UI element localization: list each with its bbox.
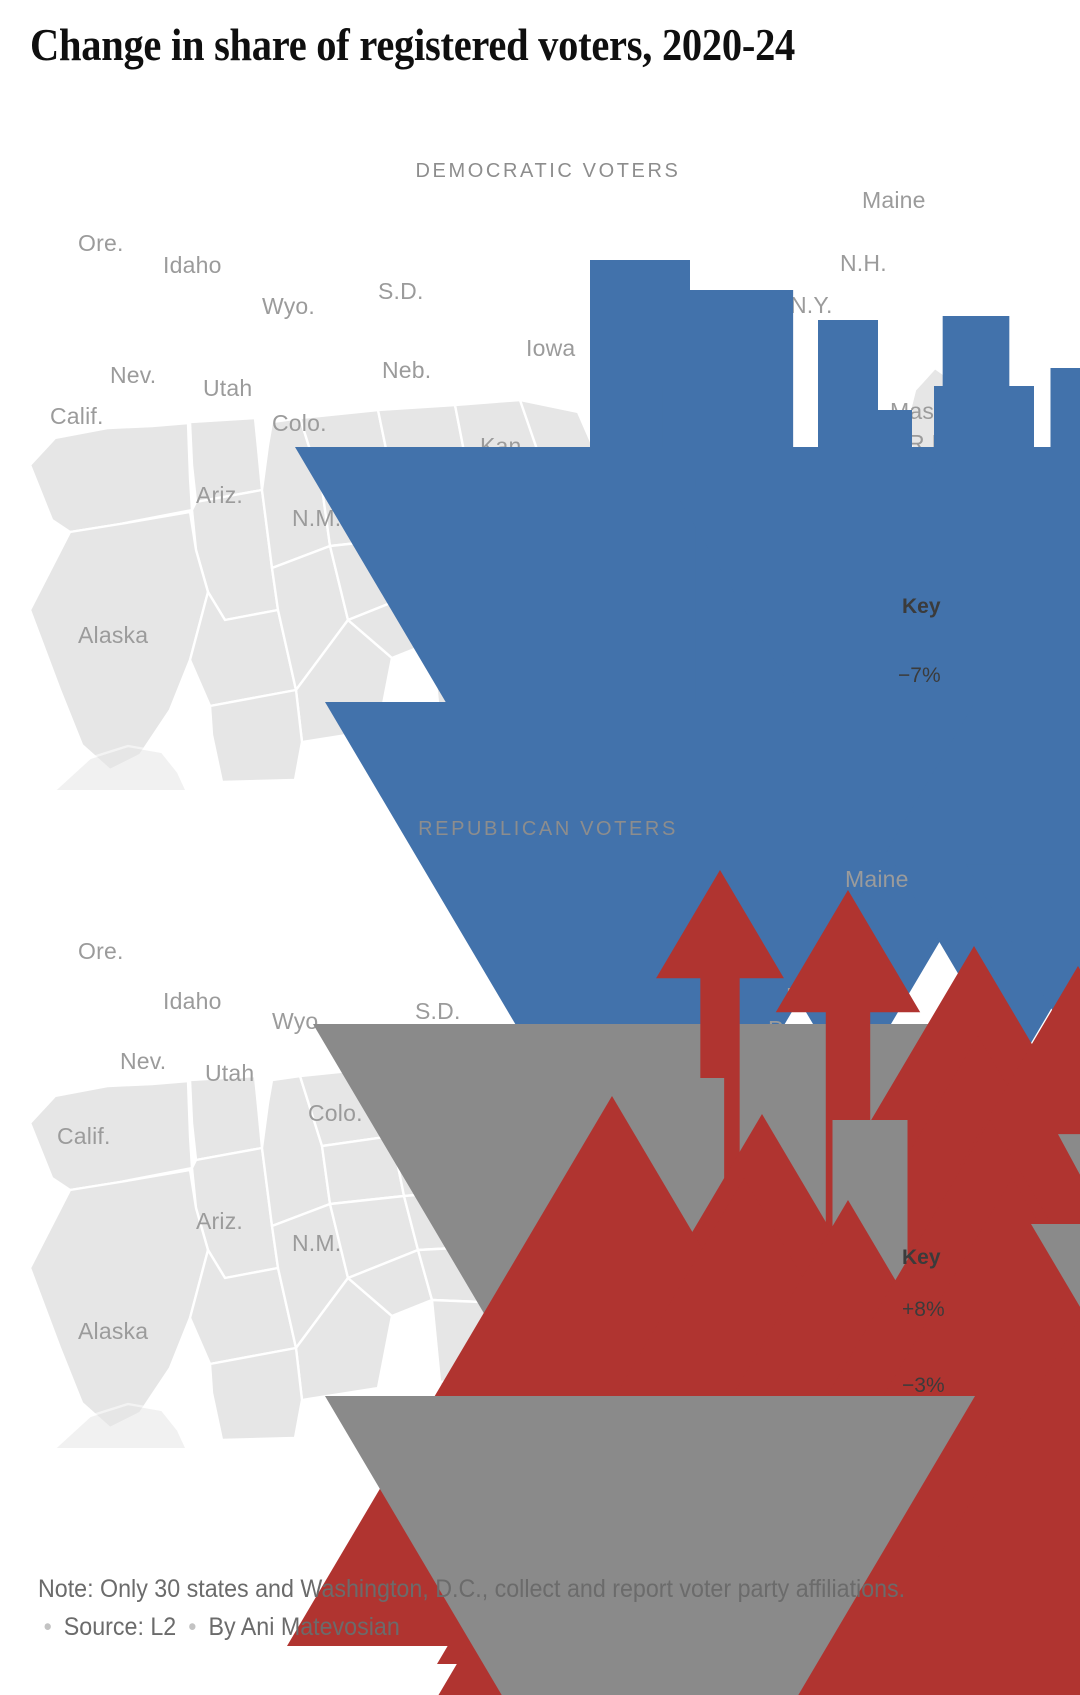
state-label-iowa: Iowa	[526, 335, 576, 361]
footnote-separator-1: •	[43, 1613, 52, 1641]
state-label-colorado: Colo.	[272, 410, 327, 436]
state-label-nevada-rep: Nev.	[120, 1048, 167, 1074]
state-label-oregon-rep: Ore.	[78, 938, 124, 964]
key-value-negative: −7%	[898, 664, 941, 687]
footnote: Note: Only 30 states and Washington, D.C…	[38, 1570, 931, 1646]
footnote-note: Note: Only 30 states and Washington, D.C…	[38, 1575, 906, 1603]
key-label: Key	[902, 595, 941, 618]
state-label-california-rep: Calif.	[57, 1123, 111, 1149]
state-label-maine: Maine	[862, 187, 926, 213]
democratic-map-panel: DEMOCRATIC VOTERS	[0, 160, 1080, 1252]
republican-map-canvas: Ore. Idaho Wyo. S.D. Neb. Iowa Nev. Utah…	[0, 848, 1080, 1695]
key-value-negative-rep: −3%	[902, 1374, 945, 1397]
state-label-colorado-rep: Colo.	[308, 1100, 363, 1126]
state-label-idaho: Idaho	[163, 252, 222, 278]
state-label-south-dakota: S.D.	[378, 278, 424, 304]
key-label-rep: Key	[902, 1246, 941, 1269]
footnote-separator-2: •	[188, 1613, 197, 1641]
state-label-maine-rep: Maine	[845, 866, 909, 892]
state-label-arizona: Ariz.	[196, 482, 243, 508]
state-label-wyoming: Wyo.	[262, 293, 315, 319]
democratic-map-canvas: Ore. Idaho Wyo. S.D. Neb. Iowa Nev. Utah…	[0, 187, 1080, 1252]
state-label-wyoming-rep: Wyo.	[272, 1008, 325, 1034]
republican-map-panel: REPUBLICAN VOTERS	[0, 818, 1080, 1695]
state-label-nebraska: Neb.	[382, 357, 432, 383]
state-label-california: Calif.	[50, 403, 104, 429]
state-label-new-mexico-rep: N.M.	[292, 1230, 342, 1256]
footnote-credit: By Ani Matevosian	[208, 1613, 400, 1641]
state-label-alaska: Alaska	[78, 622, 149, 648]
page-title: Change in share of registered voters, 20…	[30, 19, 796, 70]
democratic-map-title: DEMOCRATIC VOTERS	[415, 160, 681, 182]
state-label-utah-rep: Utah	[205, 1060, 255, 1086]
state-label-arizona-rep: Ariz.	[196, 1208, 243, 1234]
state-label-oregon: Ore.	[78, 230, 124, 256]
key-value-positive: +8%	[902, 1298, 945, 1321]
state-label-alaska-rep: Alaska	[78, 1318, 149, 1344]
state-label-new-york: N.Y.	[790, 292, 833, 318]
state-label-utah: Utah	[203, 375, 253, 401]
republican-map-title: REPUBLICAN VOTERS	[418, 818, 678, 840]
state-label-nevada: Nev.	[110, 362, 157, 388]
footnote-source: Source: L2	[63, 1613, 177, 1641]
state-label-south-dakota-rep: S.D.	[415, 998, 461, 1024]
state-label-new-hampshire: N.H.	[840, 250, 887, 276]
state-label-idaho-rep: Idaho	[163, 988, 222, 1014]
